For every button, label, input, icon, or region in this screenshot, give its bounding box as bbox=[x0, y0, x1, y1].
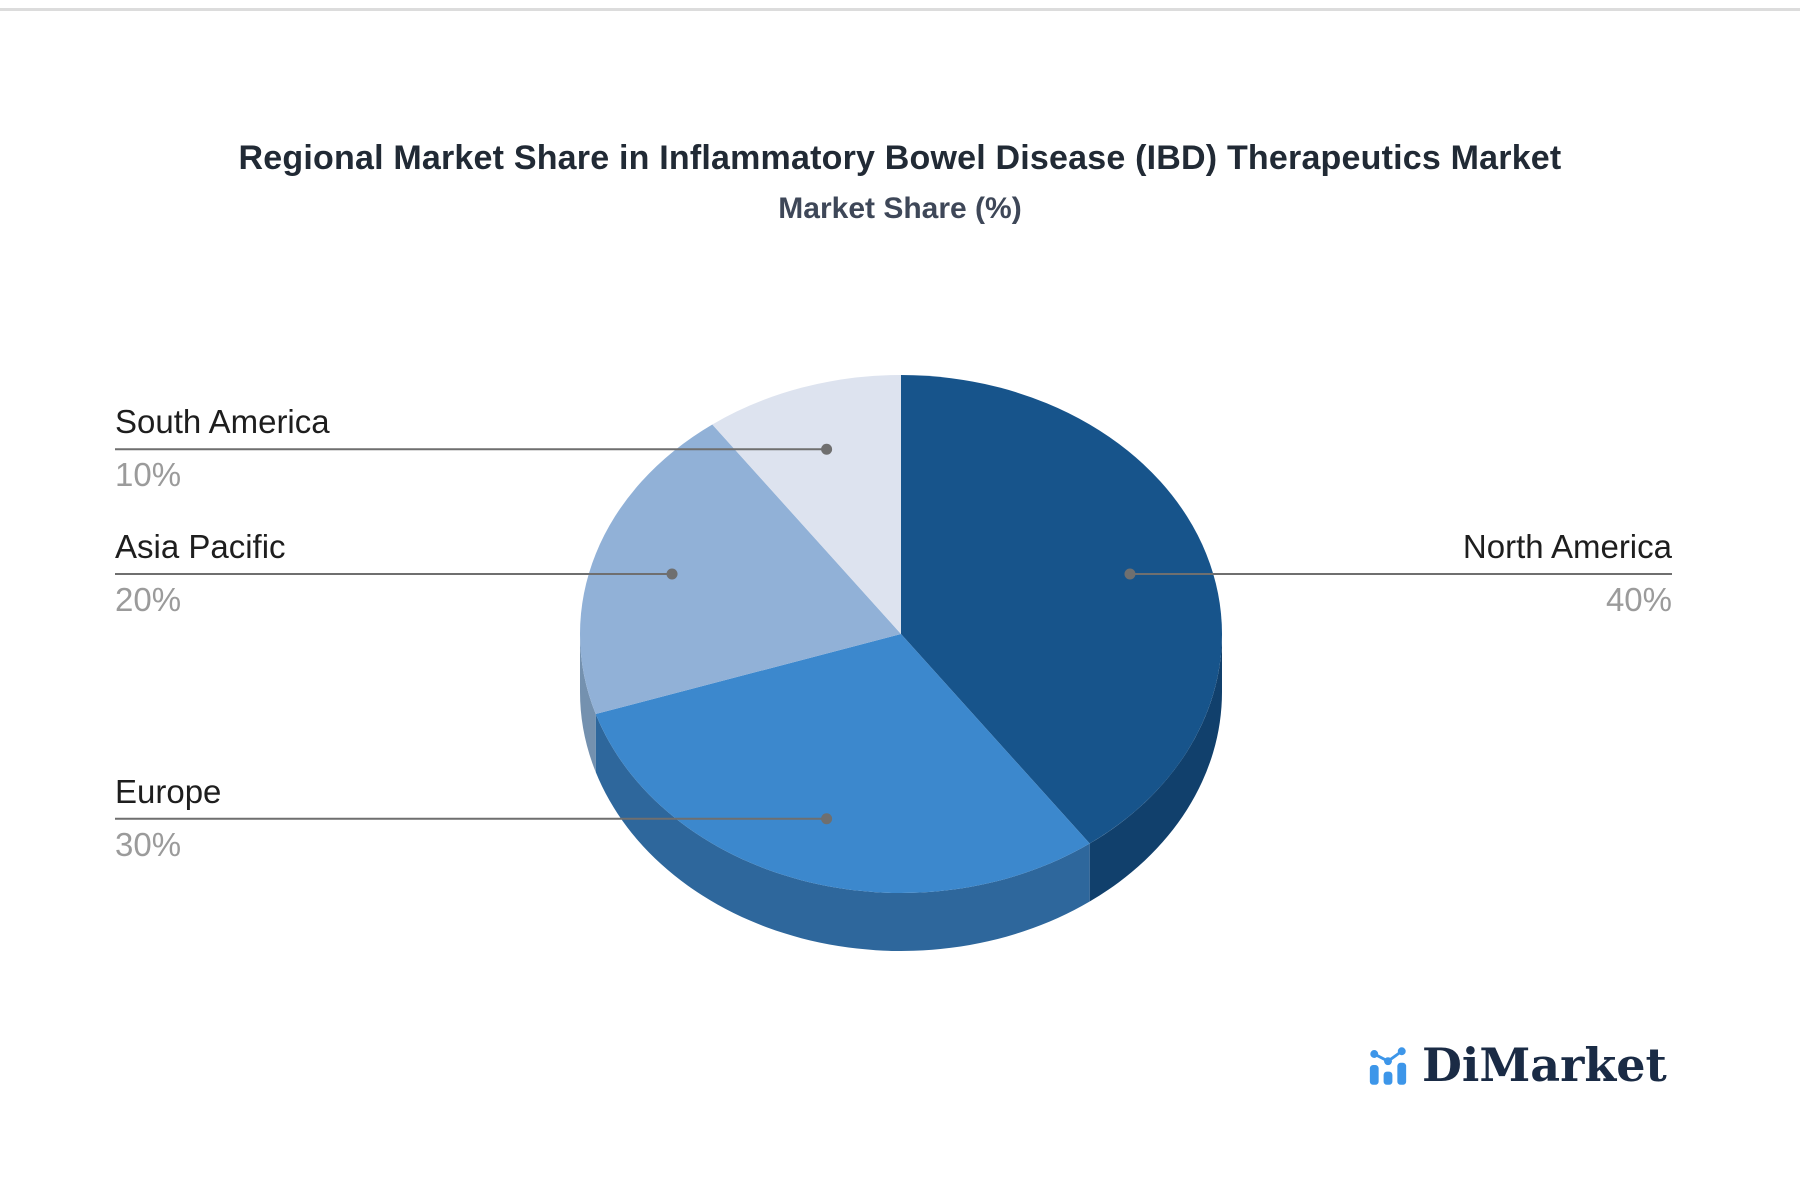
pie-slice-north-america bbox=[901, 375, 1222, 844]
chart-subtitle: Market Share (%) bbox=[778, 192, 1022, 225]
pie-slice-europe bbox=[595, 634, 1090, 893]
slice-label: Europe bbox=[115, 772, 222, 810]
slice-value: 20% bbox=[115, 580, 182, 618]
slice-value: 40% bbox=[1605, 580, 1672, 618]
chart-title: Regional Market Share in Inflammatory Bo… bbox=[238, 139, 1562, 177]
pie-slice-face bbox=[1089, 634, 1222, 902]
top-divider bbox=[0, 8, 1800, 11]
slice-label: North America bbox=[1462, 527, 1672, 565]
brand-name: DiMarket bbox=[1422, 1038, 1667, 1092]
slice-value: 30% bbox=[115, 825, 182, 863]
leader-dot bbox=[821, 813, 833, 825]
pie-slice-face bbox=[595, 714, 1090, 951]
brand-logo: DiMarket bbox=[1366, 1042, 1667, 1088]
slice-label: Asia Pacific bbox=[115, 527, 286, 565]
leader-dot bbox=[821, 443, 833, 455]
leader-dot bbox=[666, 568, 678, 580]
pie-slice-face bbox=[580, 634, 596, 773]
leader-dot bbox=[1124, 568, 1136, 580]
pie-slice-south-america bbox=[712, 375, 901, 634]
pie-slice-asia-pacific bbox=[580, 424, 901, 715]
bar-line-chart-icon bbox=[1369, 1047, 1407, 1085]
slice-value: 10% bbox=[115, 456, 182, 494]
slice-label: South America bbox=[115, 403, 330, 441]
